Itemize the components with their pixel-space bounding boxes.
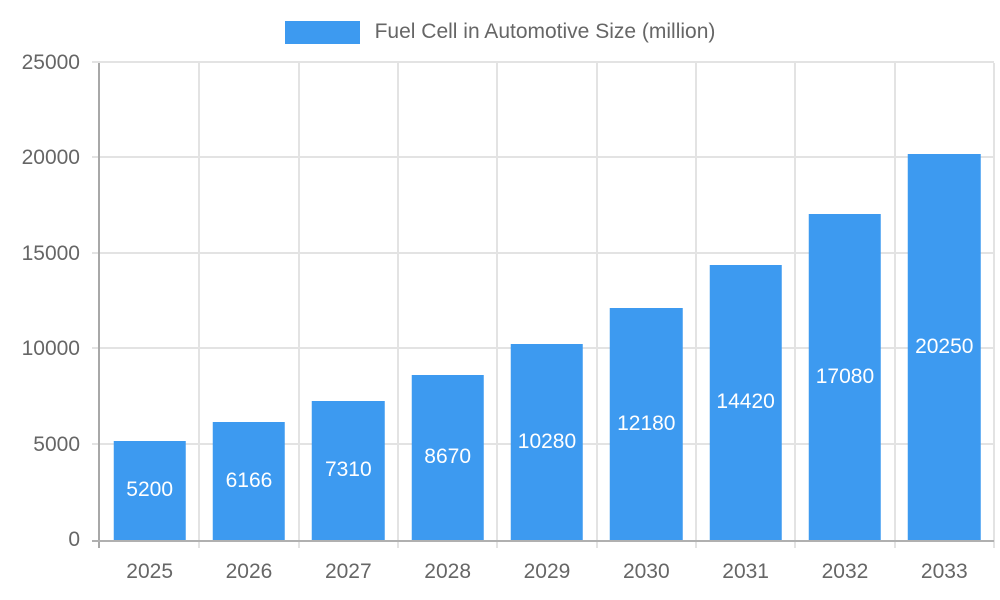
bar-2033[interactable]: 20250 <box>908 153 981 540</box>
v-gridline <box>595 63 598 548</box>
y-tick-label: 5000 <box>33 432 80 456</box>
h-gridline <box>92 156 994 159</box>
bar-cell-2027: 7310 <box>299 63 398 540</box>
x-tick-label: 2030 <box>622 560 670 583</box>
plot-area: 5200 6166 7310 8670 10280 12180 14420 17080 2025… <box>92 61 995 548</box>
x-axis-labels: 2025 2026 2027 2028 2029 2030 2031 2032 2033 <box>100 554 994 588</box>
bar-cell-2031: 14420 <box>696 63 795 540</box>
bar-value-label: 20250 <box>915 334 974 358</box>
bar-value-label: 6166 <box>225 469 273 493</box>
bar-value-label: 10280 <box>517 429 577 453</box>
legend-label[interactable]: Fuel Cell in Automotive Size (million) <box>374 20 716 43</box>
bar-cell-2033: 20250 <box>895 63 994 540</box>
y-axis-labels: 0 5000 10000 15000 20000 25000 <box>0 51 90 551</box>
bars-container: 5200 6166 7310 8670 10280 12180 14420 17080 2025… <box>100 63 994 540</box>
bar-value-label: 7310 <box>324 458 372 482</box>
y-tick-label: 20000 <box>21 146 80 170</box>
y-tick-label: 15000 <box>21 241 80 265</box>
x-tick-label: 2032 <box>821 560 869 583</box>
v-gridline <box>396 63 399 548</box>
bar-2031[interactable]: 14420 <box>709 264 782 540</box>
legend: Fuel Cell in Automotive Size (million) <box>0 18 1000 46</box>
bar-cell-2028: 8670 <box>398 63 497 540</box>
bar-value-label: 17080 <box>815 365 875 389</box>
x-tick-label: 2031 <box>722 560 769 583</box>
bar-value-label: 14420 <box>716 390 775 414</box>
bar-2026[interactable]: 6166 <box>212 422 286 540</box>
bar-cell-2025: 5200 <box>100 63 199 540</box>
y-tick-label: 0 <box>68 528 80 551</box>
bar-cell-2032: 17080 <box>795 63 894 540</box>
v-gridline <box>297 63 300 548</box>
bar-value-label: 5200 <box>126 478 174 502</box>
v-gridline <box>893 63 896 548</box>
x-tick-label: 2033 <box>920 560 968 583</box>
bar-cell-2026: 6166 <box>199 63 298 540</box>
bar-2030[interactable]: 12180 <box>610 307 683 540</box>
bar-2029[interactable]: 10280 <box>510 343 584 540</box>
h-gridline <box>92 61 994 63</box>
x-tick-label: 2026 <box>225 560 273 583</box>
h-gridline <box>92 251 994 254</box>
legend-swatch[interactable] <box>284 20 360 44</box>
v-gridline <box>993 63 995 548</box>
v-gridline <box>794 63 797 548</box>
v-gridline <box>198 63 201 548</box>
bar-2028[interactable]: 8670 <box>411 374 484 540</box>
x-tick-label: 2029 <box>523 560 571 583</box>
x-tick-label: 2027 <box>324 560 372 583</box>
v-gridline <box>496 63 499 548</box>
bar-2032[interactable]: 17080 <box>808 214 882 540</box>
bar-cell-2030: 12180 <box>597 63 696 540</box>
bar-2025[interactable]: 5200 <box>113 440 186 540</box>
y-tick-label: 25000 <box>21 51 80 74</box>
v-gridline <box>694 63 697 548</box>
bar-2027[interactable]: 7310 <box>312 400 385 540</box>
bar-value-label: 12180 <box>617 411 676 435</box>
y-tick-label: 10000 <box>21 337 80 361</box>
x-tick-label: 2028 <box>424 560 471 583</box>
bar-value-label: 8670 <box>424 445 471 469</box>
bar-cell-2029: 10280 <box>497 63 596 540</box>
x-tick-label: 2025 <box>126 560 174 583</box>
